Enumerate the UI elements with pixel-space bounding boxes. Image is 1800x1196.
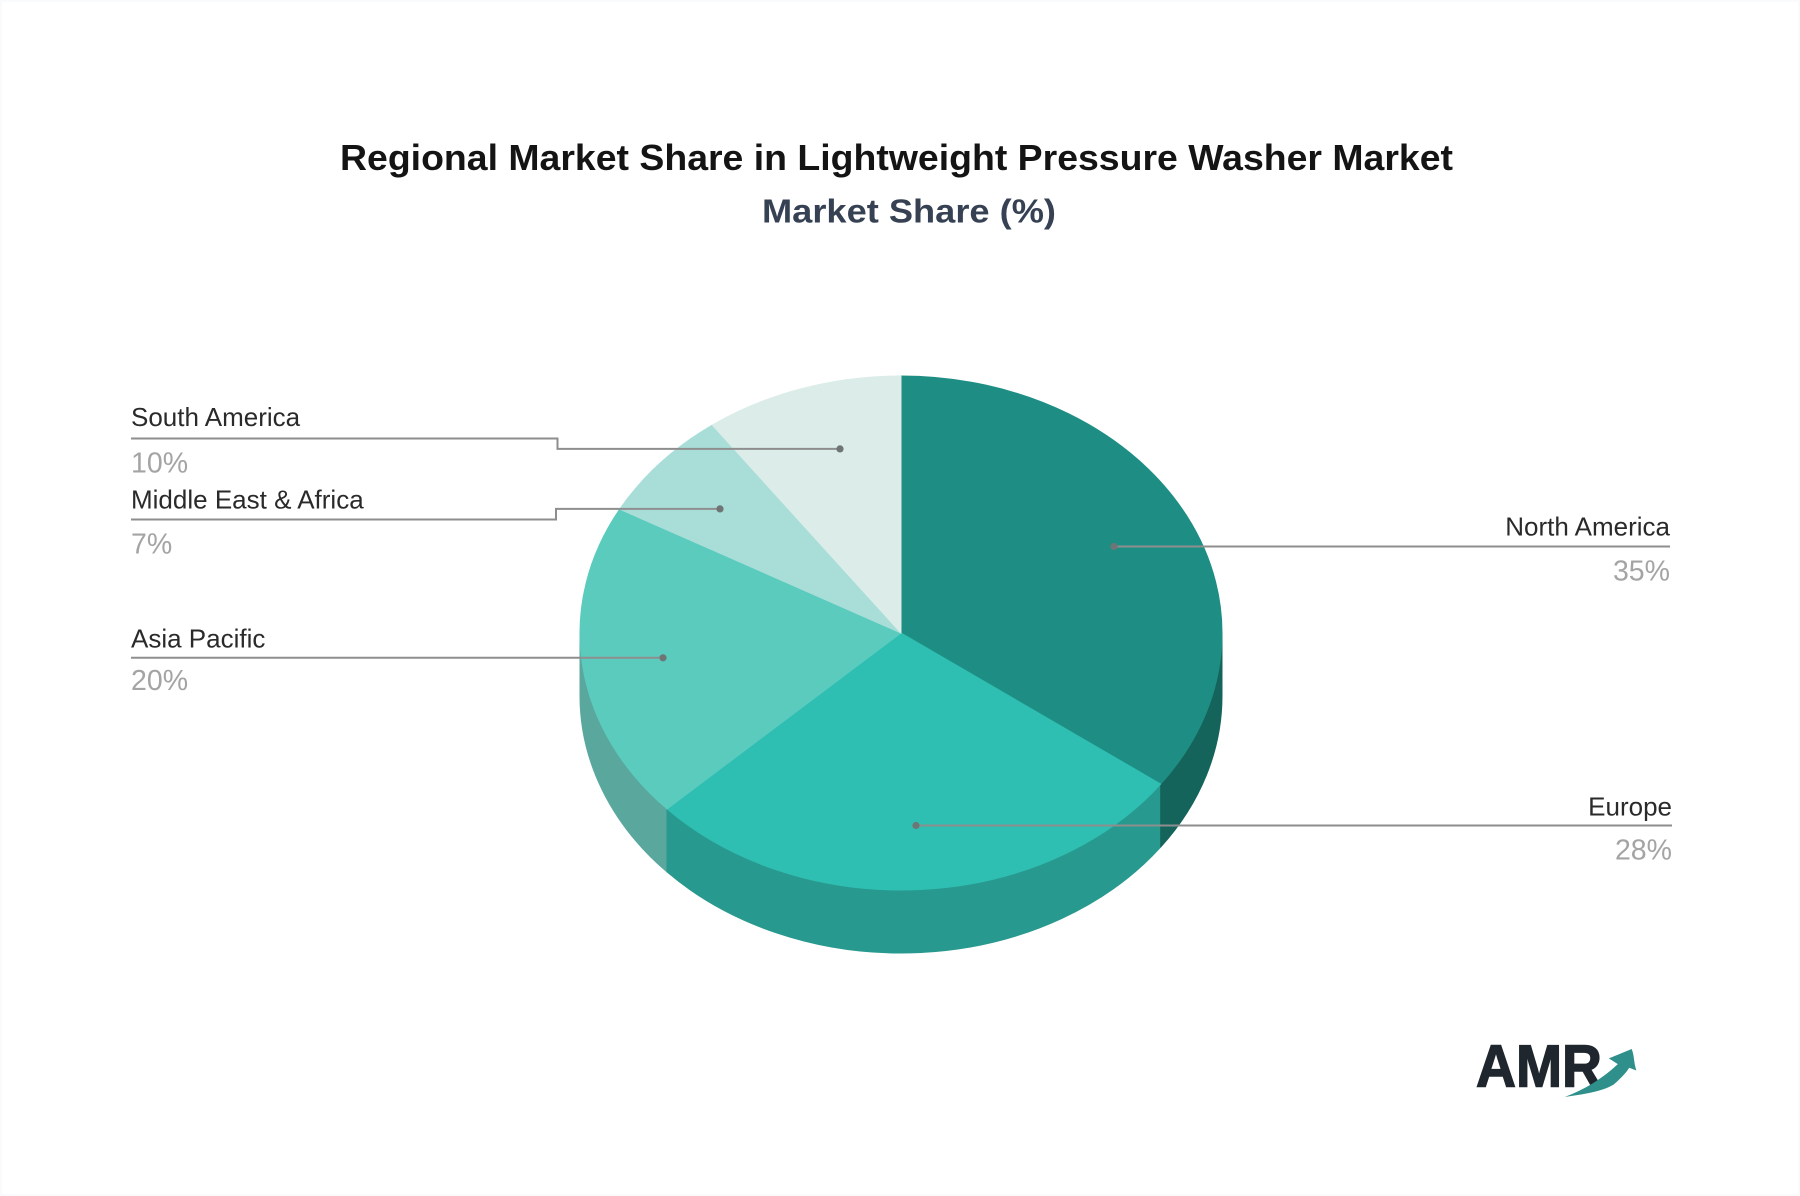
svg-text:20%: 20%	[131, 665, 188, 697]
svg-text:7%: 7%	[131, 529, 172, 561]
svg-text:35%: 35%	[1613, 556, 1670, 588]
svg-text:28%: 28%	[1615, 835, 1672, 867]
svg-text:Regional Market Share in Light: Regional Market Share in Lightweight Pre…	[340, 137, 1453, 178]
svg-text:Middle East & Africa: Middle East & Africa	[131, 485, 364, 515]
svg-text:Asia Pacific: Asia Pacific	[131, 624, 265, 654]
svg-text:South America: South America	[131, 402, 301, 432]
svg-text:Market Share (%): Market Share (%)	[762, 192, 1056, 229]
svg-text:AMR: AMR	[1476, 1034, 1602, 1100]
svg-text:Europe: Europe	[1588, 792, 1672, 822]
svg-text:10%: 10%	[131, 447, 188, 479]
svg-text:North America: North America	[1505, 512, 1670, 542]
